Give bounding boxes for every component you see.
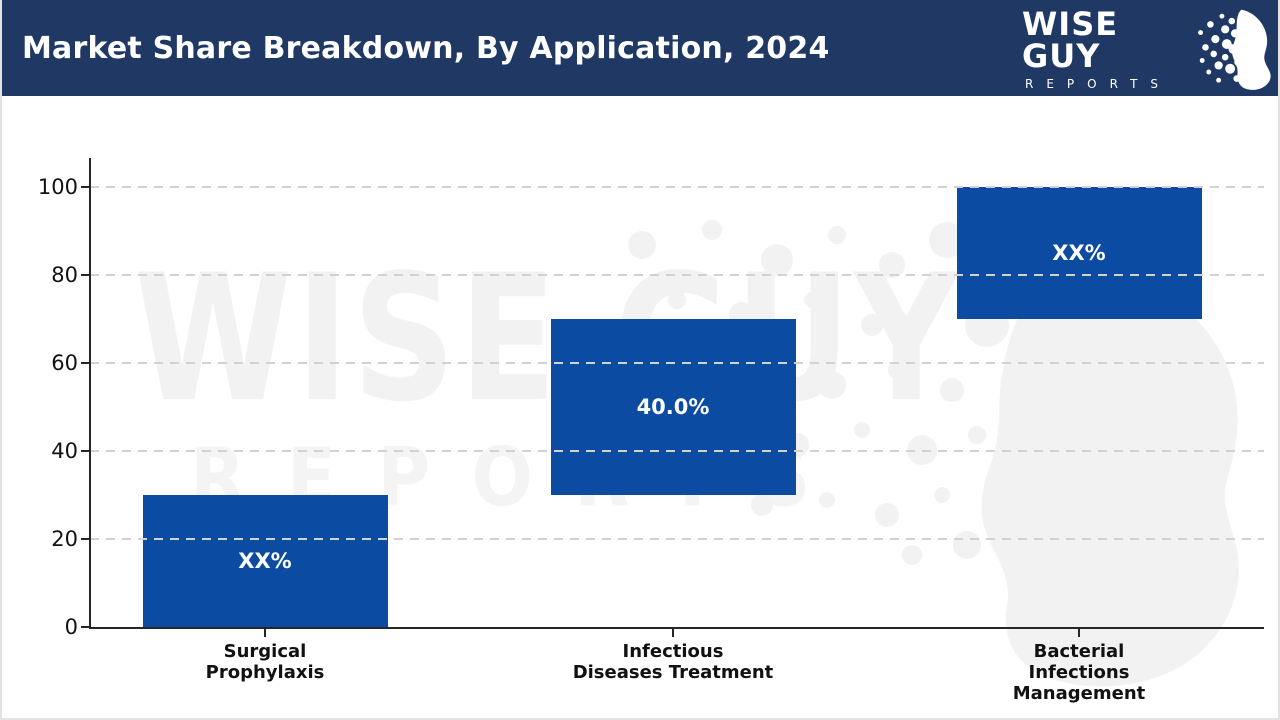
logo-face-icon [1198,9,1271,90]
y-axis-tick-mark [81,274,89,276]
y-axis-tick-mark [81,450,89,452]
x-axis-category-label: Surgical Prophylaxis [205,641,325,683]
y-axis-tick-mark [81,362,89,364]
bar-value-label: XX% [238,549,292,573]
bar-value-label: XX% [1052,241,1106,265]
x-axis-tick-mark [672,628,674,637]
gridline-40 [90,450,1264,452]
logo: WISE GUY REPORTS [1022,6,1272,92]
logo-text: WISE GUY REPORTS [1022,8,1192,91]
x-axis-tick-mark [264,628,266,637]
y-axis-tick-label: 40 [51,439,78,463]
bar-segment: XX% [956,187,1202,319]
header: Market Share Breakdown, By Application, … [2,0,1278,96]
bar-segment: XX% [142,495,388,627]
y-axis-tick-mark [81,538,89,540]
y-axis-tick-mark [81,186,89,188]
x-axis-category-label: Bacterial Infections Management [1012,641,1146,704]
gridline-100 [90,186,1264,188]
gridline-80 [90,274,1264,276]
y-axis-tick-label: 20 [51,527,78,551]
x-axis-category-label: Infectious Diseases Treatment [572,641,774,683]
y-axis-tick-mark [81,626,89,628]
logo-brand-sub: REPORTS [1025,76,1172,91]
chart-title: Market Share Breakdown, By Application, … [22,30,830,66]
gridline-60 [90,362,1264,364]
y-axis-line [89,158,91,629]
y-axis-tick-label: 60 [51,351,78,375]
bar-value-label: 40.0% [636,395,710,419]
gridline-20 [90,538,1264,540]
x-axis-tick-mark [1078,628,1080,637]
watermark-brand-name: WISE GUY [134,238,962,441]
x-axis-line [89,627,1264,629]
y-axis-tick-label: 0 [64,615,78,639]
bar-segment: 40.0% [550,319,796,495]
y-axis-tick-label: 80 [51,263,78,287]
logo-brand-name: WISE GUY [1022,4,1119,75]
y-axis-tick-label: 100 [37,175,78,199]
